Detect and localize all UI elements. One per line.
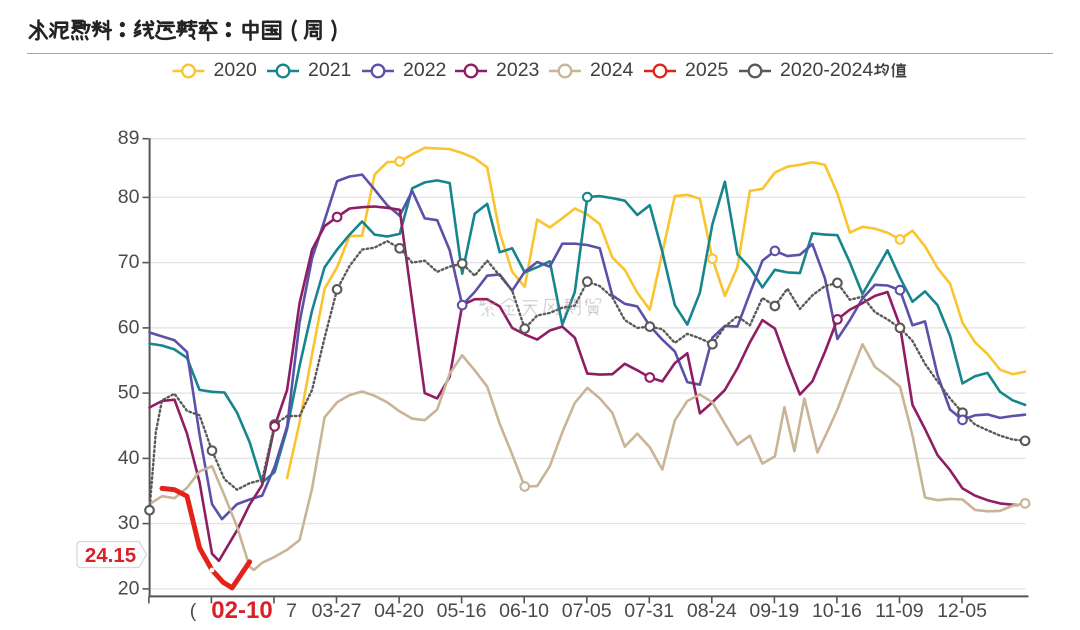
svg-text:(: ( bbox=[190, 600, 197, 622]
svg-text:07-05: 07-05 bbox=[562, 600, 612, 622]
svg-text:50: 50 bbox=[118, 382, 140, 404]
svg-text:20: 20 bbox=[118, 577, 140, 599]
svg-text:10-16: 10-16 bbox=[812, 600, 862, 622]
svg-text:2023: 2023 bbox=[496, 59, 539, 81]
svg-text:7: 7 bbox=[286, 600, 297, 622]
svg-text:12-05: 12-05 bbox=[937, 600, 987, 622]
svg-text:2024: 2024 bbox=[590, 59, 634, 81]
svg-text:60: 60 bbox=[118, 316, 140, 338]
svg-text:05-16: 05-16 bbox=[437, 600, 487, 622]
svg-text:02-10: 02-10 bbox=[211, 597, 272, 624]
svg-text:06-10: 06-10 bbox=[499, 600, 549, 622]
svg-text:03-27: 03-27 bbox=[312, 600, 362, 622]
svg-text:2022: 2022 bbox=[403, 59, 446, 81]
svg-text:2020: 2020 bbox=[214, 59, 258, 81]
svg-text:07-31: 07-31 bbox=[624, 600, 674, 622]
svg-text:89: 89 bbox=[118, 127, 140, 149]
svg-text:11-09: 11-09 bbox=[875, 600, 923, 622]
svg-text:30: 30 bbox=[118, 512, 140, 534]
svg-text:08-24: 08-24 bbox=[687, 600, 737, 622]
svg-text:40: 40 bbox=[118, 447, 140, 469]
svg-text:80: 80 bbox=[118, 186, 140, 208]
svg-text:04-20: 04-20 bbox=[374, 600, 424, 622]
svg-text:2020-2024: 2020-2024 bbox=[780, 59, 873, 81]
svg-text:09-19: 09-19 bbox=[749, 600, 799, 622]
svg-text:2025: 2025 bbox=[685, 59, 729, 81]
svg-text:2021: 2021 bbox=[308, 59, 351, 81]
svg-text:24.15: 24.15 bbox=[85, 544, 136, 567]
svg-text:70: 70 bbox=[118, 251, 140, 273]
